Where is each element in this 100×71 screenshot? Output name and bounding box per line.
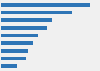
Bar [1,49,28,53]
Bar [1,11,72,14]
Bar [1,26,47,30]
Bar [1,18,52,22]
Bar [1,57,26,60]
Bar [1,3,90,7]
Bar [1,64,17,68]
Bar [1,41,33,45]
Bar [1,34,38,37]
